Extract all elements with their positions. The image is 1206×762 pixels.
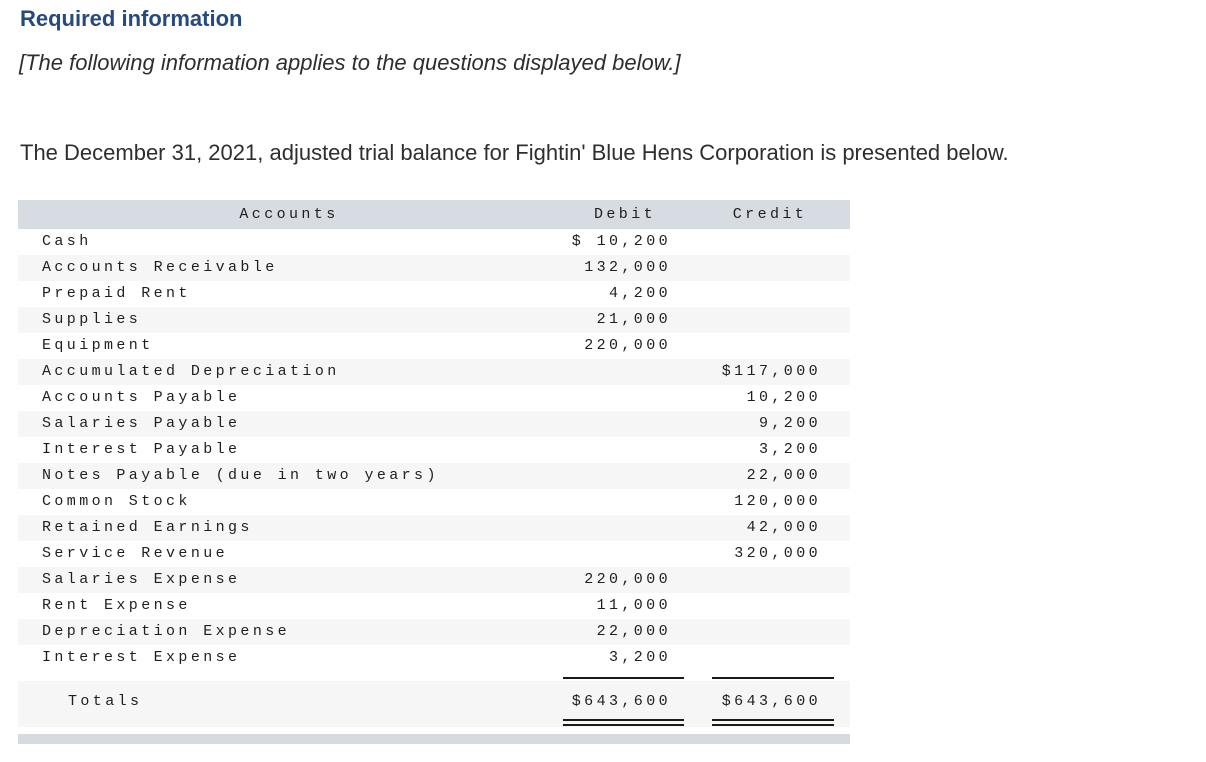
debit-amount-empty (560, 515, 690, 541)
credit-amount-empty (690, 333, 850, 359)
next-section-bar (18, 734, 850, 744)
credit-amount-empty (690, 255, 850, 281)
debit-amount: 21,000 (596, 311, 671, 328)
debit-amount: 3,200 (563, 645, 684, 679)
totals-credit: $643,600 (712, 689, 834, 726)
account-name: Cash (42, 233, 92, 250)
account-name: Interest Expense (42, 649, 241, 666)
debit-amount: 220,000 (584, 571, 671, 588)
account-name: Accounts Payable (42, 389, 241, 406)
debit-amount: 22,000 (596, 623, 671, 640)
debit-amount-empty (560, 359, 690, 385)
credit-amount: $117,000 (721, 363, 821, 380)
table-header-row: Accounts Debit Credit (18, 200, 850, 229)
account-name: Prepaid Rent (42, 285, 191, 302)
table-row: Common Stock 120,000 (18, 489, 850, 515)
table-row: Supplies 21,000 (18, 307, 850, 333)
column-header-credit: Credit (690, 200, 850, 229)
account-name: Accumulated Depreciation (18, 359, 560, 385)
account-name: Interest Payable (42, 441, 241, 458)
column-header-debit: Debit (560, 200, 690, 229)
table-row: Retained Earnings 42,000 (18, 515, 850, 541)
debit-amount-empty (560, 385, 690, 411)
credit-amount-empty (690, 619, 850, 645)
debit-amount-empty (560, 437, 690, 463)
credit-amount-empty (690, 307, 850, 333)
credit-amount: 320,000 (734, 545, 821, 562)
table-row: Accounts Payable 10,200 (18, 385, 850, 411)
debit-amount: 11,000 (596, 597, 671, 614)
debit-amount-empty (560, 489, 690, 515)
account-name: Common Stock (42, 493, 191, 510)
credit-amount: 22,000 (746, 467, 821, 484)
credit-amount-empty (690, 229, 850, 255)
account-name: Accounts Receivable (18, 255, 560, 281)
account-name: Notes Payable (due in two years) (18, 463, 560, 489)
table-row: Prepaid Rent 4,200 (18, 281, 850, 307)
table-row: Accounts Receivable 132,000 (18, 255, 850, 281)
totals-row: Totals $643,600 $643,600 (18, 681, 850, 727)
credit-amount-empty (690, 593, 850, 619)
debit-amount-empty (560, 411, 690, 437)
intro-paragraph: The December 31, 2021, adjusted trial ba… (20, 140, 1009, 165)
instructions-note: [The following information applies to th… (19, 50, 681, 75)
account-name: Rent Expense (42, 597, 191, 614)
table-row: Rent Expense 11,000 (18, 593, 850, 619)
table-row: Interest Expense 3,200 (18, 645, 850, 681)
totals-debit: $643,600 (563, 689, 684, 726)
table-row: Cash $ 10,200 (18, 229, 850, 255)
required-information-heading: Required information (20, 6, 243, 31)
account-name: Service Revenue (42, 545, 229, 562)
table-row: Service Revenue 320,000 (18, 541, 850, 567)
debit-amount: 220,000 (584, 337, 671, 354)
credit-amount: 10,200 (746, 389, 821, 406)
credit-amount-empty (690, 281, 850, 307)
debit-amount: $ 10,200 (571, 233, 671, 250)
debit-amount-empty (560, 541, 690, 567)
debit-amount: 4,200 (608, 285, 671, 302)
table-row: Salaries Payable 9,200 (18, 411, 850, 437)
credit-amount-empty (690, 567, 850, 593)
table-row: Equipment 220,000 (18, 333, 850, 359)
totals-label: Totals (18, 681, 560, 727)
table-row: Interest Payable 3,200 (18, 437, 850, 463)
trial-balance-table: Accounts Debit Credit Cash $ 10,200 Accoun… (18, 200, 850, 727)
account-name: Equipment (42, 337, 154, 354)
column-header-accounts: Accounts (18, 200, 560, 229)
credit-amount: 9,200 (758, 415, 821, 432)
credit-amount: 120,000 (734, 493, 821, 510)
account-name: Salaries Payable (18, 411, 560, 437)
debit-amount: 132,000 (584, 259, 671, 276)
account-name: Supplies (18, 307, 560, 333)
account-name: Retained Earnings (18, 515, 560, 541)
table-row: Accumulated Depreciation $117,000 (18, 359, 850, 385)
account-name: Depreciation Expense (18, 619, 560, 645)
table-row: Depreciation Expense 22,000 (18, 619, 850, 645)
table-row: Notes Payable (due in two years) 22,000 (18, 463, 850, 489)
credit-amount: 3,200 (758, 441, 821, 458)
account-name: Salaries Expense (18, 567, 560, 593)
trial-balance-table-wrap: Accounts Debit Credit Cash $ 10,200 Accoun… (18, 200, 850, 727)
credit-amount: 42,000 (746, 519, 821, 536)
credit-amount (712, 645, 834, 679)
table-row: Salaries Expense 220,000 (18, 567, 850, 593)
debit-amount-empty (560, 463, 690, 489)
